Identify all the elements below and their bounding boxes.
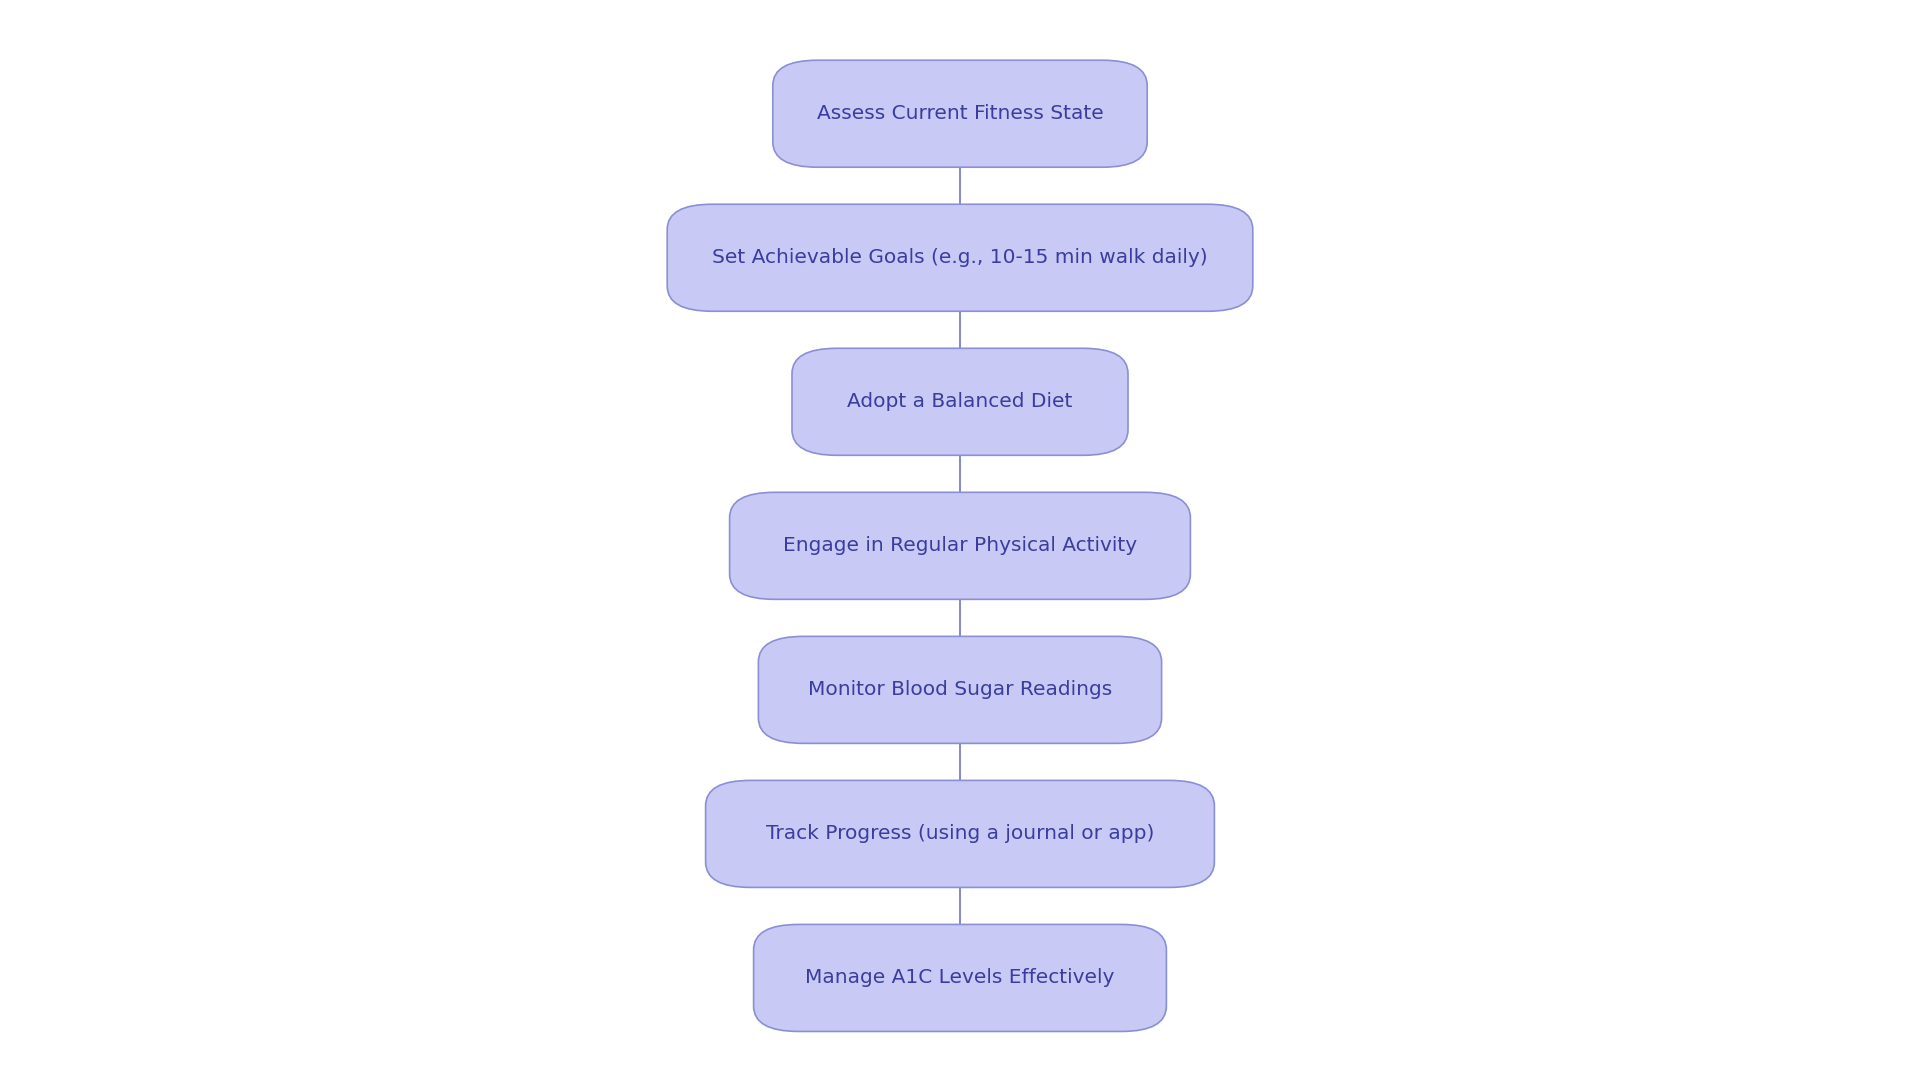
Text: Monitor Blood Sugar Readings: Monitor Blood Sugar Readings <box>808 680 1112 700</box>
Text: Engage in Regular Physical Activity: Engage in Regular Physical Activity <box>783 536 1137 556</box>
FancyBboxPatch shape <box>758 637 1162 743</box>
FancyBboxPatch shape <box>772 61 1146 167</box>
Text: Track Progress (using a journal or app): Track Progress (using a journal or app) <box>766 824 1154 844</box>
Text: Adopt a Balanced Diet: Adopt a Balanced Diet <box>847 392 1073 412</box>
FancyBboxPatch shape <box>707 781 1215 887</box>
Text: Manage A1C Levels Effectively: Manage A1C Levels Effectively <box>804 968 1116 988</box>
FancyBboxPatch shape <box>753 925 1167 1031</box>
FancyBboxPatch shape <box>730 493 1190 599</box>
Text: Assess Current Fitness State: Assess Current Fitness State <box>816 104 1104 123</box>
FancyBboxPatch shape <box>791 349 1127 455</box>
Text: Set Achievable Goals (e.g., 10-15 min walk daily): Set Achievable Goals (e.g., 10-15 min wa… <box>712 248 1208 268</box>
FancyBboxPatch shape <box>668 205 1254 311</box>
